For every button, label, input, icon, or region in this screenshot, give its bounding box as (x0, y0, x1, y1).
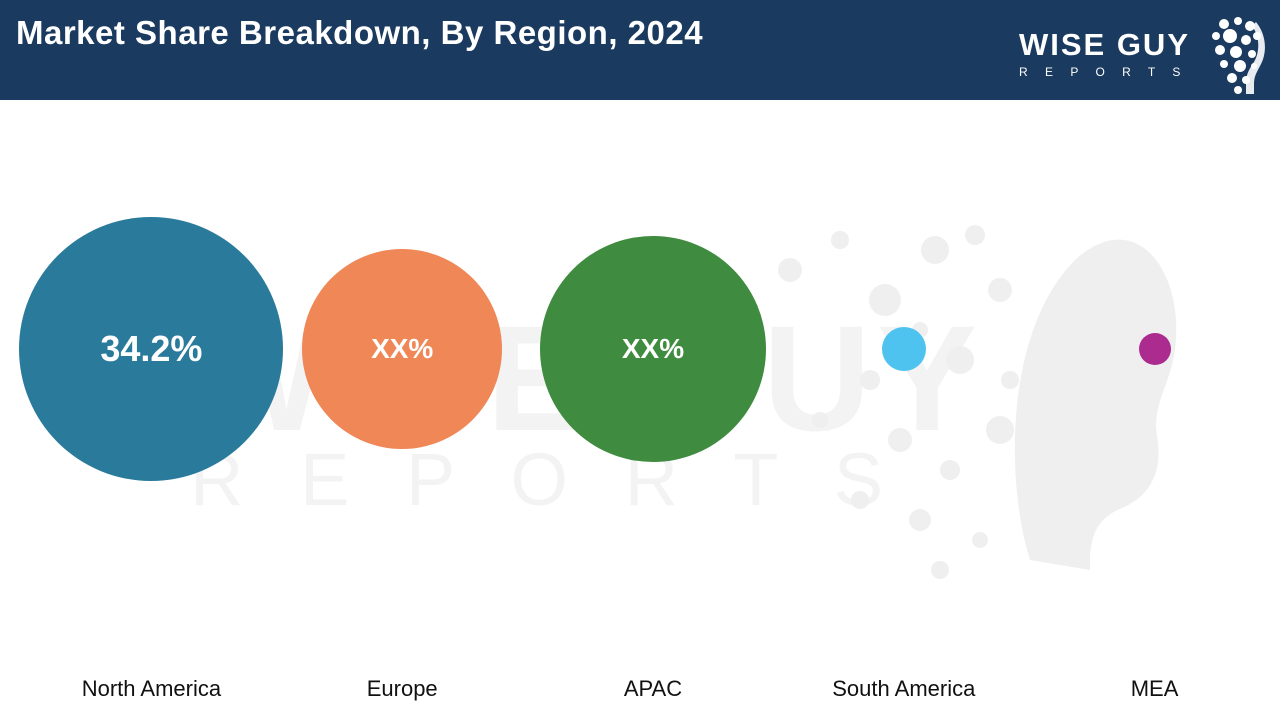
page-title: Market Share Breakdown, By Region, 2024 (16, 14, 704, 51)
bubble-europe: XX% (302, 249, 503, 449)
chart-column-apac: XX% APAC (528, 100, 779, 720)
watermark-line2: R E P O R T S (190, 438, 901, 521)
category-label-south-america: South America (832, 676, 976, 701)
brand-logo-text: WISE GUY R E P O R T S (1019, 29, 1190, 79)
dotted-head-icon (1212, 17, 1265, 94)
bubble-south-america (881, 327, 926, 371)
chart-column-south-america: South America (778, 100, 1029, 720)
brand-name: WISE GUY (1018, 27, 1190, 63)
bubble-chart: WISE GUY R E P O R T S 34.2%North Americ… (0, 100, 1280, 720)
brand-logo: WISE GUY R E P O R T S (1019, 12, 1266, 96)
category-label-europe: Europe (366, 676, 438, 701)
bubble-north-america: 34.2% (19, 217, 284, 481)
category-label-mea: MEA (1130, 676, 1179, 701)
bubble-value-europe: XX% (371, 333, 434, 364)
chart-column-mea: MEA (1029, 100, 1280, 720)
bubble-value-north-america: 34.2% (100, 328, 203, 369)
watermark-head-silhouette (1014, 239, 1177, 570)
header-bar: Market Share Breakdown, By Region, 2024 … (0, 0, 1280, 100)
chart-column-europe: XX% Europe (277, 100, 528, 720)
chart-column-north-america: 34.2% North America (19, 100, 284, 720)
category-label-north-america: North America (81, 676, 222, 701)
bubble-apac: XX% (539, 236, 766, 462)
bubble-mea (1138, 333, 1171, 365)
watermark-dots (778, 225, 1052, 579)
bubble-chart-columns: 34.2% North America XX% Europe XX% APAC South … (0, 100, 1280, 720)
category-label-apac: APAC (623, 676, 683, 701)
brand-subtitle: R E P O R T S (1018, 64, 1188, 79)
bubble-value-apac: XX% (621, 333, 685, 364)
